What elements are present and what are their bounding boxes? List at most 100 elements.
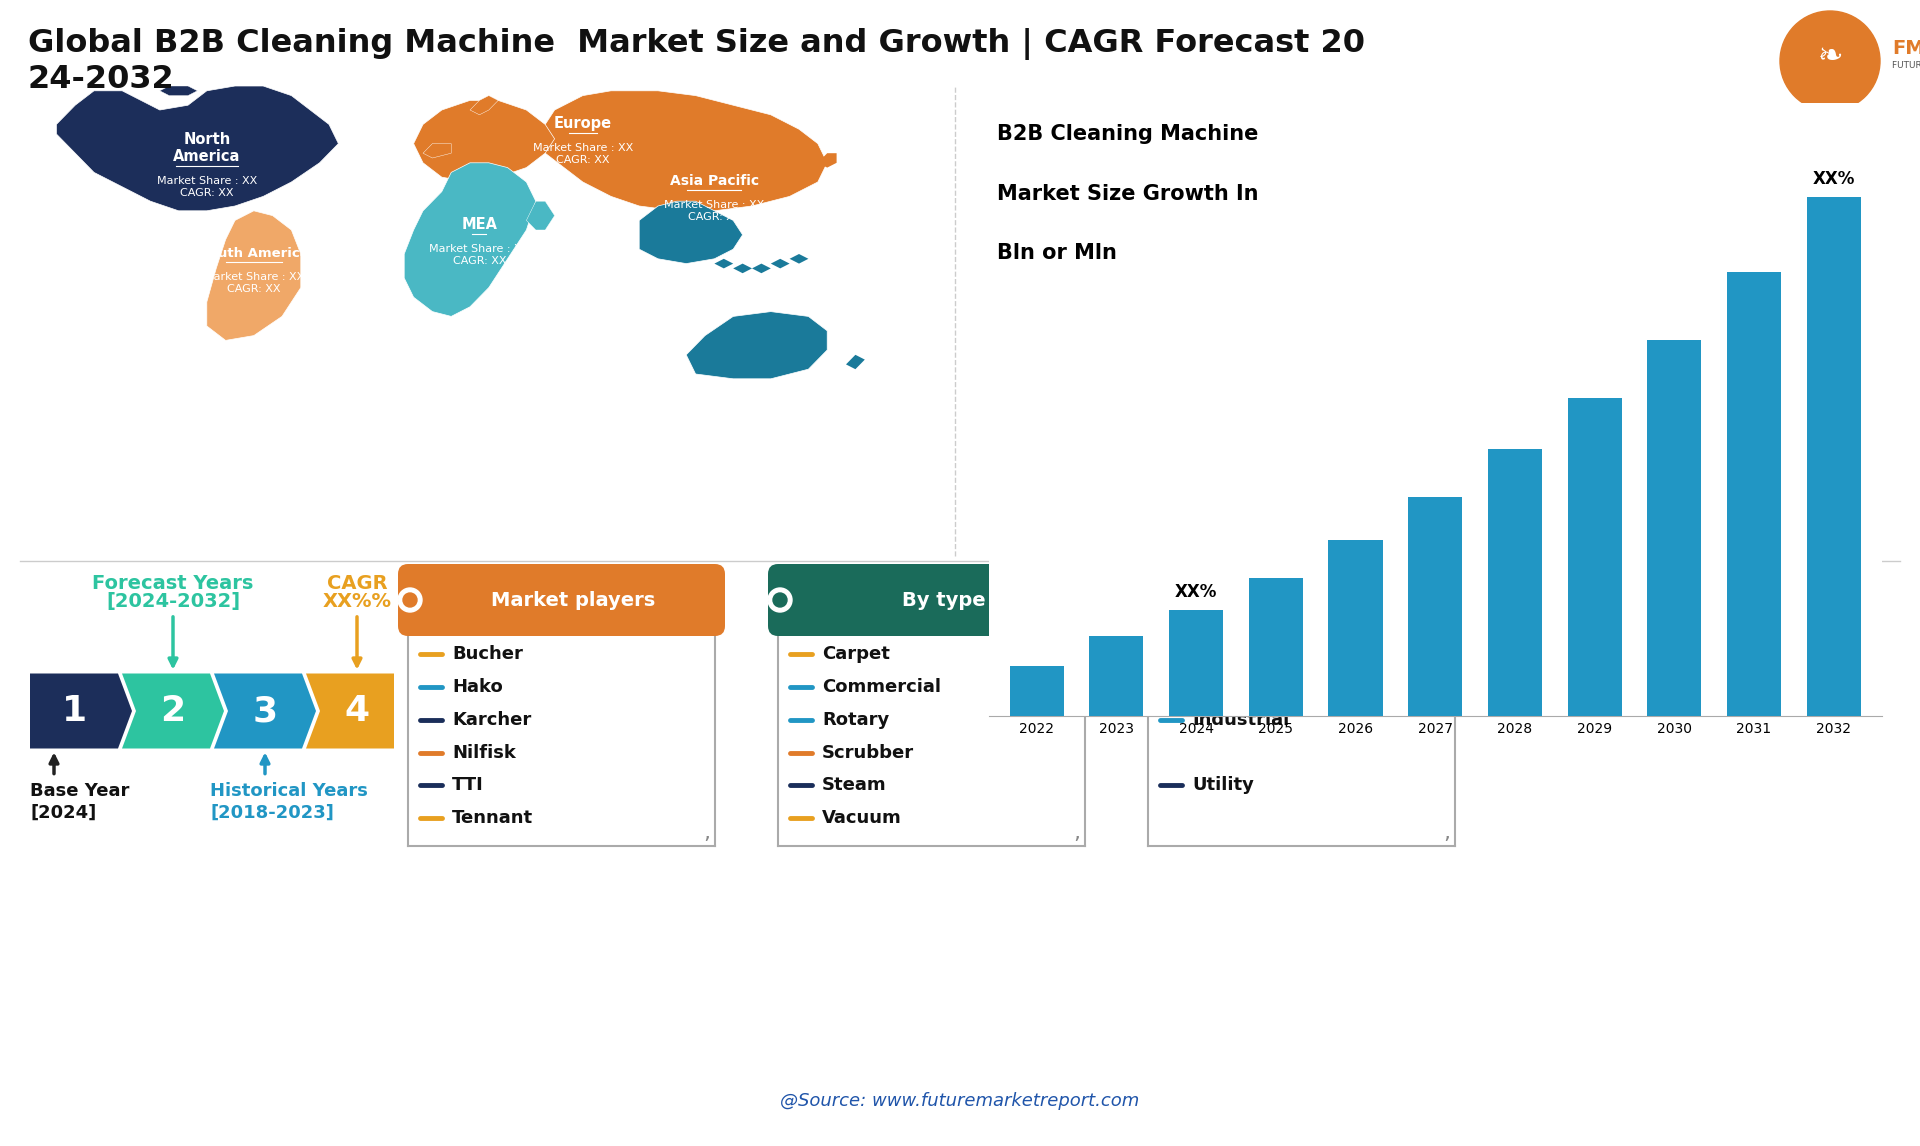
- Text: Global B2B Cleaning Machine  Market Size and Growth | CAGR Forecast 20: Global B2B Cleaning Machine Market Size …: [29, 28, 1365, 60]
- Circle shape: [397, 588, 422, 612]
- Text: @Source: www.futuremarketreport.com: @Source: www.futuremarketreport.com: [780, 1092, 1140, 1110]
- Text: Market players: Market players: [492, 590, 655, 610]
- Text: Market Share : XX: Market Share : XX: [430, 244, 530, 253]
- Text: Nilfisk: Nilfisk: [451, 744, 516, 761]
- Text: MEA: MEA: [461, 217, 497, 231]
- Circle shape: [774, 592, 787, 607]
- Polygon shape: [207, 211, 301, 340]
- Polygon shape: [422, 143, 451, 158]
- Text: Market Size Growth In: Market Size Growth In: [996, 183, 1258, 204]
- Bar: [1089, 636, 1144, 716]
- Text: 1: 1: [61, 694, 86, 728]
- Polygon shape: [685, 312, 828, 379]
- Circle shape: [1780, 11, 1880, 111]
- Polygon shape: [847, 355, 864, 369]
- Text: Rotary: Rotary: [822, 711, 889, 729]
- Polygon shape: [733, 264, 753, 273]
- Text: Karcher: Karcher: [451, 711, 532, 729]
- Text: 24-2032: 24-2032: [29, 64, 175, 95]
- Text: XX%: XX%: [1812, 170, 1855, 188]
- Text: Base Year: Base Year: [31, 783, 129, 801]
- Bar: [1010, 666, 1064, 716]
- Bar: [1488, 449, 1542, 716]
- Polygon shape: [159, 86, 198, 95]
- FancyBboxPatch shape: [397, 564, 726, 636]
- Polygon shape: [470, 95, 497, 115]
- Text: CAGR: XX: CAGR: XX: [180, 188, 234, 198]
- Text: Market Share : XX: Market Share : XX: [664, 201, 764, 211]
- Polygon shape: [753, 264, 770, 273]
- Bar: [1567, 399, 1622, 716]
- Polygon shape: [714, 259, 733, 268]
- Text: CAGR: XX: CAGR: XX: [227, 284, 280, 295]
- Text: Bln or Mln: Bln or Mln: [996, 243, 1117, 264]
- Text: Historical Years: Historical Years: [209, 783, 369, 801]
- Polygon shape: [413, 101, 555, 182]
- Text: Market Share : XX: Market Share : XX: [157, 176, 257, 187]
- Circle shape: [1139, 588, 1162, 612]
- Bar: [1807, 197, 1860, 716]
- Polygon shape: [244, 91, 263, 101]
- Text: CAGR: XX: CAGR: XX: [687, 212, 741, 222]
- Text: [2024]: [2024]: [31, 803, 96, 822]
- Text: 4: 4: [344, 694, 369, 728]
- Bar: [1407, 497, 1463, 716]
- Polygon shape: [789, 254, 808, 264]
- Polygon shape: [639, 202, 743, 264]
- Text: XX%%: XX%%: [323, 592, 392, 611]
- Polygon shape: [123, 674, 225, 748]
- Text: North
America: North America: [173, 132, 240, 164]
- Polygon shape: [305, 674, 394, 748]
- Text: Industrial: Industrial: [1192, 711, 1288, 729]
- FancyBboxPatch shape: [1139, 564, 1465, 636]
- Text: Forecast Years: Forecast Years: [92, 574, 253, 592]
- Circle shape: [768, 588, 791, 612]
- Text: ,: ,: [1444, 823, 1450, 843]
- Text: 3: 3: [252, 694, 278, 728]
- Text: Market Share : XX: Market Share : XX: [532, 143, 634, 152]
- Text: [2018-2023]: [2018-2023]: [209, 803, 334, 822]
- Text: 2: 2: [161, 694, 186, 728]
- Text: [2024-2032]: [2024-2032]: [106, 592, 240, 611]
- Text: South America: South America: [200, 248, 309, 260]
- Text: Bucher: Bucher: [451, 645, 522, 664]
- Text: ❧: ❧: [1816, 41, 1843, 71]
- Bar: [1169, 611, 1223, 716]
- Text: By type: By type: [902, 590, 985, 610]
- Polygon shape: [770, 259, 789, 268]
- Text: Hako: Hako: [451, 677, 503, 696]
- Text: Vacuum: Vacuum: [822, 809, 902, 827]
- Polygon shape: [56, 86, 338, 211]
- Polygon shape: [526, 202, 555, 230]
- Bar: [1647, 340, 1701, 716]
- Text: ,: ,: [703, 823, 710, 843]
- Text: Commercial: Commercial: [1192, 645, 1311, 664]
- Text: Europe: Europe: [553, 116, 612, 131]
- Text: CAGR: XX: CAGR: XX: [453, 256, 507, 266]
- Text: FMR: FMR: [1891, 39, 1920, 57]
- Text: By application: By application: [1235, 590, 1392, 610]
- Polygon shape: [536, 91, 828, 211]
- Circle shape: [403, 592, 417, 607]
- Text: Asia Pacific: Asia Pacific: [670, 174, 758, 188]
- Circle shape: [1142, 592, 1158, 607]
- Text: XX%: XX%: [1175, 583, 1217, 602]
- Bar: [1248, 578, 1304, 716]
- Text: B2B Cleaning Machine: B2B Cleaning Machine: [996, 124, 1258, 144]
- Polygon shape: [818, 154, 837, 167]
- Text: Tennant: Tennant: [451, 809, 534, 827]
- Text: CAGR: CAGR: [326, 574, 388, 592]
- Text: Carpet: Carpet: [822, 645, 889, 664]
- Text: Utility: Utility: [1192, 776, 1254, 794]
- Text: FUTURE MARKET REPORT: FUTURE MARKET REPORT: [1891, 62, 1920, 71]
- Text: Market Share : XX: Market Share : XX: [204, 273, 303, 282]
- Text: Steam: Steam: [822, 776, 887, 794]
- Bar: [1329, 540, 1382, 716]
- FancyBboxPatch shape: [768, 564, 1094, 636]
- Polygon shape: [405, 163, 536, 316]
- Text: TTI: TTI: [451, 776, 484, 794]
- Text: Scrubber: Scrubber: [822, 744, 914, 761]
- Polygon shape: [31, 674, 132, 748]
- Text: ,: ,: [1073, 823, 1079, 843]
- Text: Commercial: Commercial: [822, 677, 941, 696]
